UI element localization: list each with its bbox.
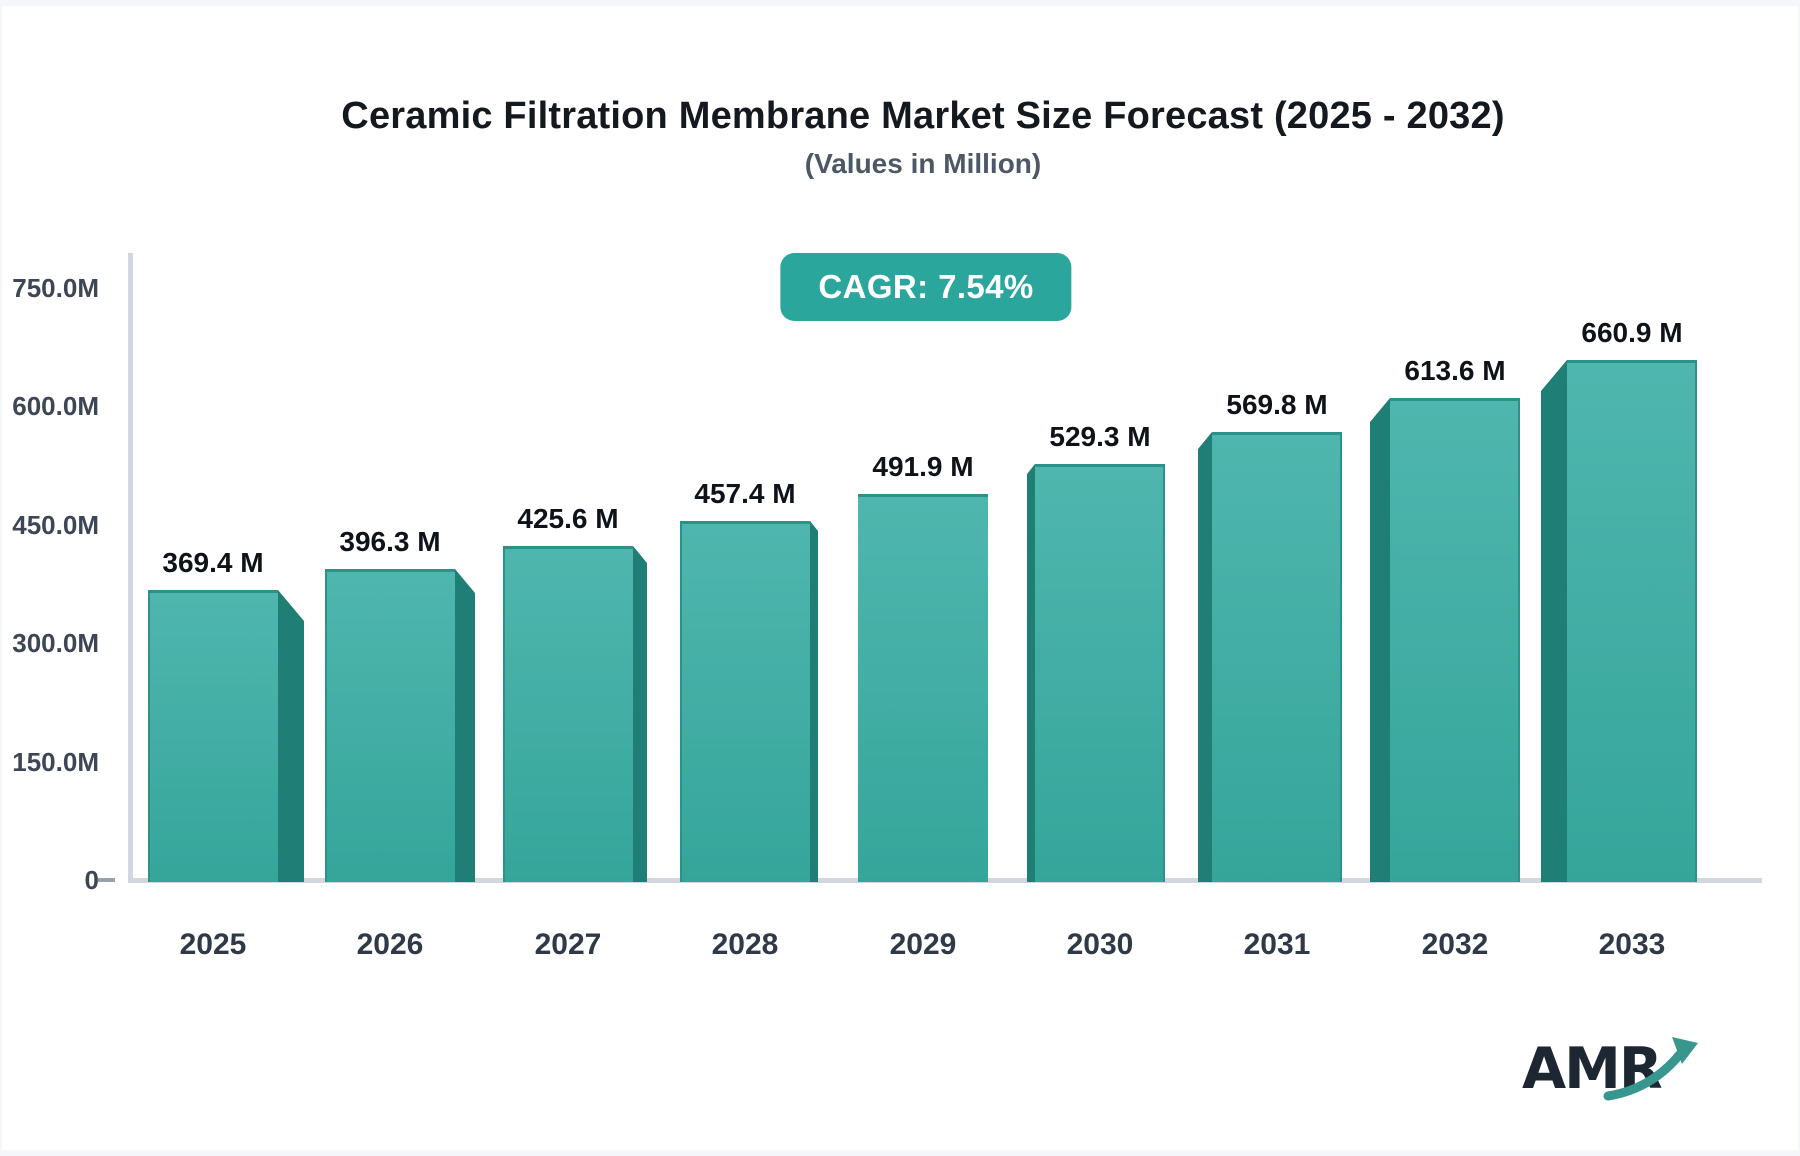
x-axis-label-2033: 2033 [1598,928,1666,961]
bar-side-2030 [1027,464,1035,882]
y-axis-label-300.0M: 300.0M [12,628,99,658]
chart-subtitle: (Values in Million) [804,148,1042,179]
x-axis-label-2027: 2027 [534,928,602,961]
bar-value-label-2025: 369.4 M [162,547,264,578]
bar-2028 [680,521,810,882]
bar-value-label-2029: 491.9 M [872,451,974,482]
bar-value-label-2032: 613.6 M [1404,355,1506,386]
y-axis-label-600.0M: 600.0M [12,391,99,421]
y-axis-label-450.0M: 450.0M [12,510,99,540]
bar-2032 [1390,398,1520,882]
bar-side-2028 [810,521,818,882]
logo-text: AMR [1522,1036,1662,1102]
bar-value-label-2028: 457.4 M [694,478,796,509]
chart-title: Ceramic Filtration Membrane Market Size … [341,95,1505,137]
x-axis-label-2032: 2032 [1421,928,1489,961]
bar-value-label-2027: 425.6 M [517,503,619,534]
bar-2033 [1567,360,1697,882]
y-axis-label-150.0M: 150.0M [12,747,99,777]
bar-2025 [148,590,278,882]
zero-tick-mark [98,878,115,882]
bar-2026 [325,569,455,882]
bar-side-2032 [1370,398,1390,882]
bar-2030 [1035,464,1165,882]
bar-2027 [503,546,633,882]
bar-side-2025 [278,590,304,882]
bar-value-label-2031: 569.8 M [1226,389,1328,420]
bar-value-label-2026: 396.3 M [339,526,441,557]
cagr-badge: CAGR: 7.54% [780,253,1072,321]
x-axis-label-2026: 2026 [356,928,424,961]
bar-2029 [858,494,988,882]
x-axis-label-2025: 2025 [179,928,247,961]
bar-2031 [1212,432,1342,882]
y-axis-label-0: 0 [84,865,99,895]
bar-side-2026 [455,569,475,882]
x-axis-label-2031: 2031 [1243,928,1311,961]
bar-side-2033 [1541,360,1567,882]
amr-logo: AMR [1516,1030,1716,1114]
y-axis-label-750.0M: 750.0M [12,273,99,303]
bar-value-label-2033: 660.9 M [1581,317,1683,348]
growth-arrow-icon [1603,1037,1698,1101]
x-axis-label-2028: 2028 [711,928,779,961]
y-axis-line [128,253,133,883]
x-axis-label-2030: 2030 [1066,928,1134,961]
bar-side-2027 [633,546,647,882]
x-axis-label-2029: 2029 [889,928,957,961]
bar-value-label-2030: 529.3 M [1049,421,1151,452]
bar-side-2031 [1198,432,1212,882]
amr-logo-graphic: AMR [1522,1036,1698,1102]
